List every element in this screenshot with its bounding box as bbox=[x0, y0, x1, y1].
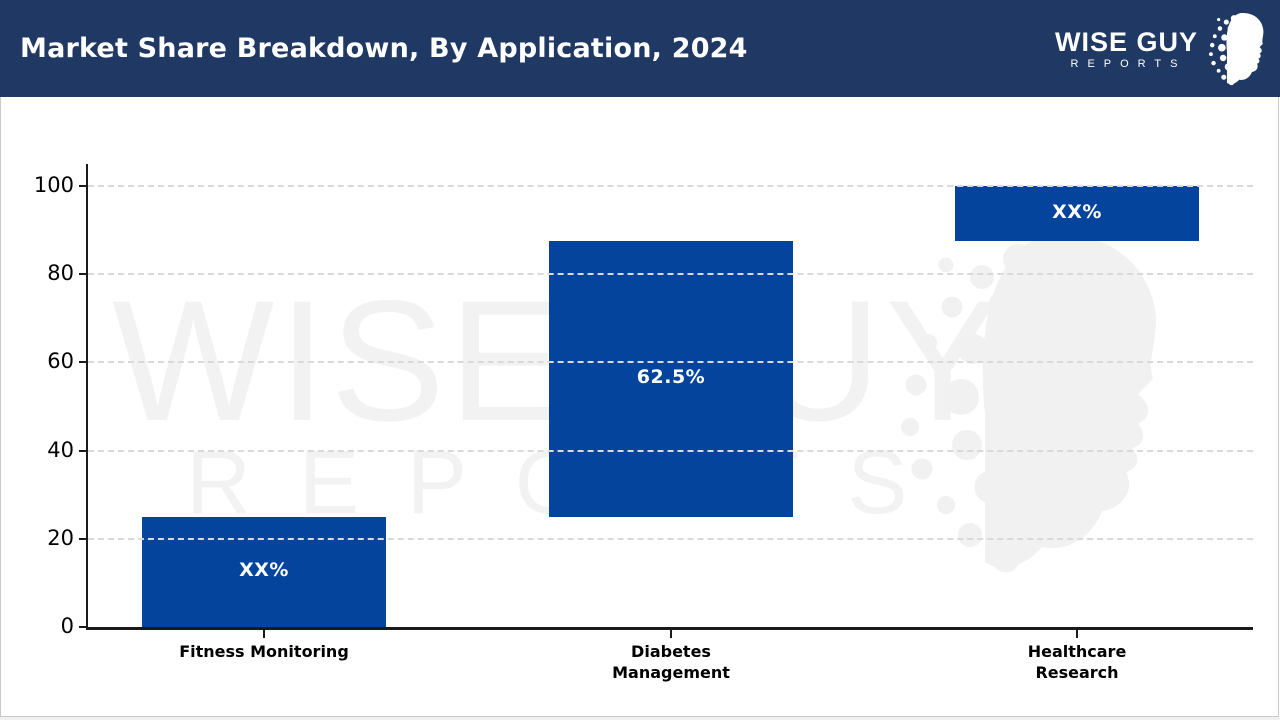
bottom-strip bbox=[0, 717, 1280, 720]
logo-line2: REPORTS bbox=[1070, 57, 1187, 70]
logo: WISE GUY REPORTS bbox=[1055, 9, 1266, 89]
page-title: Market Share Breakdown, By Application, … bbox=[20, 33, 748, 64]
chart-frame bbox=[0, 97, 1279, 717]
logo-wordmark: WISE GUY REPORTS bbox=[1055, 28, 1198, 70]
logo-face-icon bbox=[1202, 9, 1266, 89]
header: Market Share Breakdown, By Application, … bbox=[0, 0, 1280, 97]
logo-line1: WISE GUY bbox=[1054, 26, 1198, 57]
